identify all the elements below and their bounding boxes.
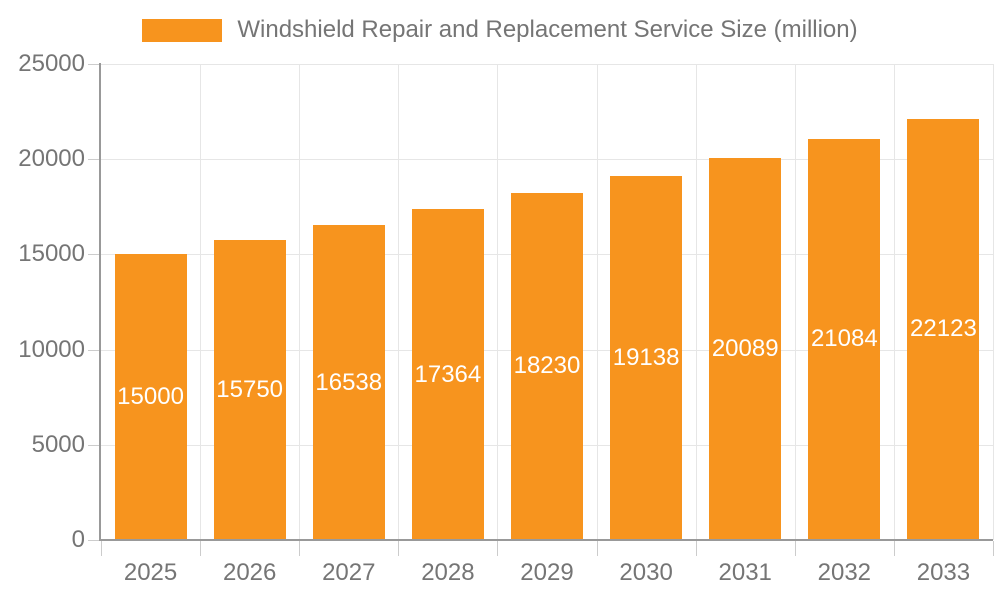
gridline-vertical [200,64,202,540]
bar-column: 22123 [894,64,993,540]
x-tick-label: 2026 [222,559,277,586]
gridline-vertical [695,64,697,540]
bar-series: 15000 15750 16538 17364 18230 19138 20089 21084… [101,64,993,540]
bar-value-label: 18230 [513,352,581,380]
plot-area: 15000 15750 16538 17364 18230 19138 20089 21084… [101,64,994,540]
x-tick-mark [596,541,598,556]
bar-column: 20089 [696,64,795,540]
y-tick-label: 5000 [31,430,85,458]
bar-2026[interactable]: 15750 [213,240,286,540]
x-tick-mark [695,541,697,556]
bar-column: 19138 [597,64,696,540]
bar-column: 18230 [497,64,596,540]
bar-value-label: 20089 [711,334,779,362]
x-tick-mark [893,541,895,556]
x-tick-label: 2033 [916,559,971,586]
x-tick-mark [101,541,102,556]
bar-column: 15750 [200,64,299,540]
y-tick-mark [88,444,99,446]
y-tick-mark [88,159,99,161]
legend-label: Windshield Repair and Replacement Servic… [237,16,858,43]
bar-column: 17364 [398,64,497,540]
bar-column: 16538 [299,64,398,540]
x-tick-mark [398,541,400,556]
bar-2029[interactable]: 18230 [510,192,583,540]
x-axis-labels: 2025 2026 2027 2028 2029 2030 2031 2032 2033 [101,559,993,587]
bar-value-label: 21084 [810,325,878,353]
gridline-horizontal [101,159,993,161]
x-tick-label: 2028 [421,559,475,586]
bar-2032[interactable]: 21084 [808,138,881,540]
gridline-horizontal [101,64,993,65]
x-tick-mark [200,541,202,556]
y-tick-label: 25000 [18,50,85,77]
bar-column: 15000 [101,64,200,540]
bar-value-label: 17364 [414,360,482,388]
x-axis-ticks [101,541,994,556]
gridline-vertical [497,64,499,540]
y-tick-mark [88,254,99,256]
bar-2025[interactable]: 15000 [114,254,187,540]
y-tick-label: 15000 [18,240,85,268]
bar-2027[interactable]: 16538 [312,225,385,540]
x-tick-mark [497,541,499,556]
x-tick-mark [299,541,301,556]
gridline-vertical [893,64,895,540]
y-tick-label: 20000 [18,145,85,173]
y-tick-mark [88,540,99,541]
bar-value-label: 15750 [216,376,284,404]
gridline-vertical [596,64,598,540]
bar-value-label: 19138 [612,343,680,371]
bar-2028[interactable]: 17364 [411,209,484,540]
y-tick-label: 0 [71,526,85,553]
gridline-vertical [398,64,400,540]
x-tick-label: 2032 [817,559,872,586]
bar-value-label: 16538 [315,368,383,396]
bar-2031[interactable]: 20089 [709,157,782,540]
x-axis-line [99,539,993,541]
y-axis-labels: 0 5000 10000 15000 20000 25000 [0,50,85,553]
gridline-vertical [299,64,301,540]
y-tick-label: 10000 [18,335,85,363]
x-tick-label: 2027 [322,559,376,586]
bar-value-label: 15000 [117,383,184,411]
gridline-vertical [794,64,796,540]
legend-swatch-icon [142,18,223,42]
bar-2030[interactable]: 19138 [610,175,683,540]
x-tick-label: 2031 [718,559,772,586]
x-tick-label: 2029 [520,559,574,586]
x-tick-label: 2030 [619,559,673,586]
x-tick-mark [993,541,994,556]
x-tick-mark [794,541,796,556]
bar-value-label: 22123 [910,315,977,343]
gridline-vertical [993,64,994,540]
bar-2033[interactable]: 22123 [907,118,980,540]
y-axis-line [99,63,101,541]
chart-legend[interactable]: Windshield Repair and Replacement Servic… [0,16,1000,44]
y-tick-mark [88,64,99,65]
y-tick-mark [88,349,99,351]
bar-column: 21084 [795,64,894,540]
x-tick-label: 2025 [123,559,178,586]
